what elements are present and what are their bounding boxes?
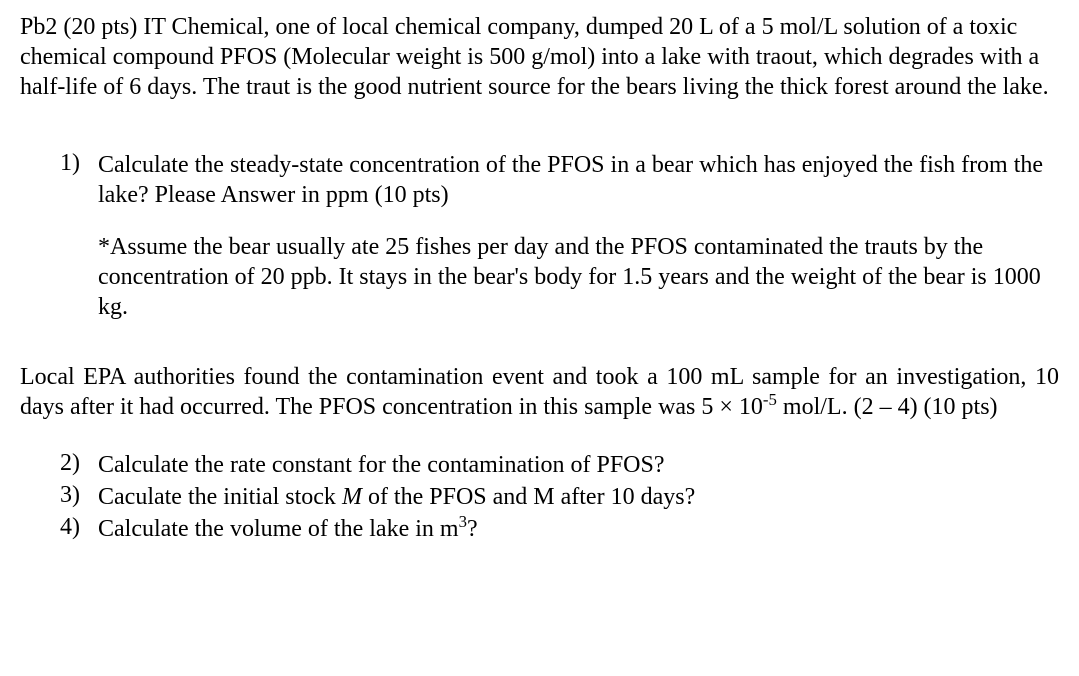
q3-pre: Caculate the initial stock — [98, 484, 342, 510]
question-1-text: Calculate the steady-state concentration… — [98, 150, 1059, 210]
q3-post: of the PFOS and M after 10 days? — [362, 484, 695, 510]
question-2: 2) Calculate the rate constant for the c… — [20, 450, 1059, 480]
question-4-text: Calculate the volume of the lake in m3? — [98, 514, 478, 544]
question-2-text: Calculate the rate constant for the cont… — [98, 450, 665, 480]
epa-superscript: -5 — [763, 390, 777, 409]
epa-text-part2: mol/L. (2 – 4) (10 pts) — [777, 394, 998, 420]
epa-paragraph: Local EPA authorities found the contamin… — [20, 362, 1059, 422]
question-3-number: 3) — [60, 482, 98, 512]
question-4-number: 4) — [60, 514, 98, 544]
q4-sup: 3 — [459, 512, 467, 531]
question-3: 3) Caculate the initial stock M of the P… — [20, 482, 1059, 512]
question-1-number: 1) — [60, 150, 98, 210]
problem-intro: Pb2 (20 pts) IT Chemical, one of local c… — [20, 12, 1059, 102]
question-4: 4) Calculate the volume of the lake in m… — [20, 514, 1059, 544]
sub-questions-block: 2) Calculate the rate constant for the c… — [20, 450, 1059, 544]
q3-italic: M — [342, 484, 362, 510]
question-2-number: 2) — [60, 450, 98, 480]
assumption-text: *Assume the bear usually ate 25 fishes p… — [20, 232, 1059, 322]
question-1-block: 1) Calculate the steady-state concentrat… — [20, 150, 1059, 322]
q4-pre: Calculate the volume of the lake in m — [98, 516, 459, 542]
q4-post: ? — [467, 516, 478, 542]
question-1: 1) Calculate the steady-state concentrat… — [20, 150, 1059, 210]
question-3-text: Caculate the initial stock M of the PFOS… — [98, 482, 695, 512]
